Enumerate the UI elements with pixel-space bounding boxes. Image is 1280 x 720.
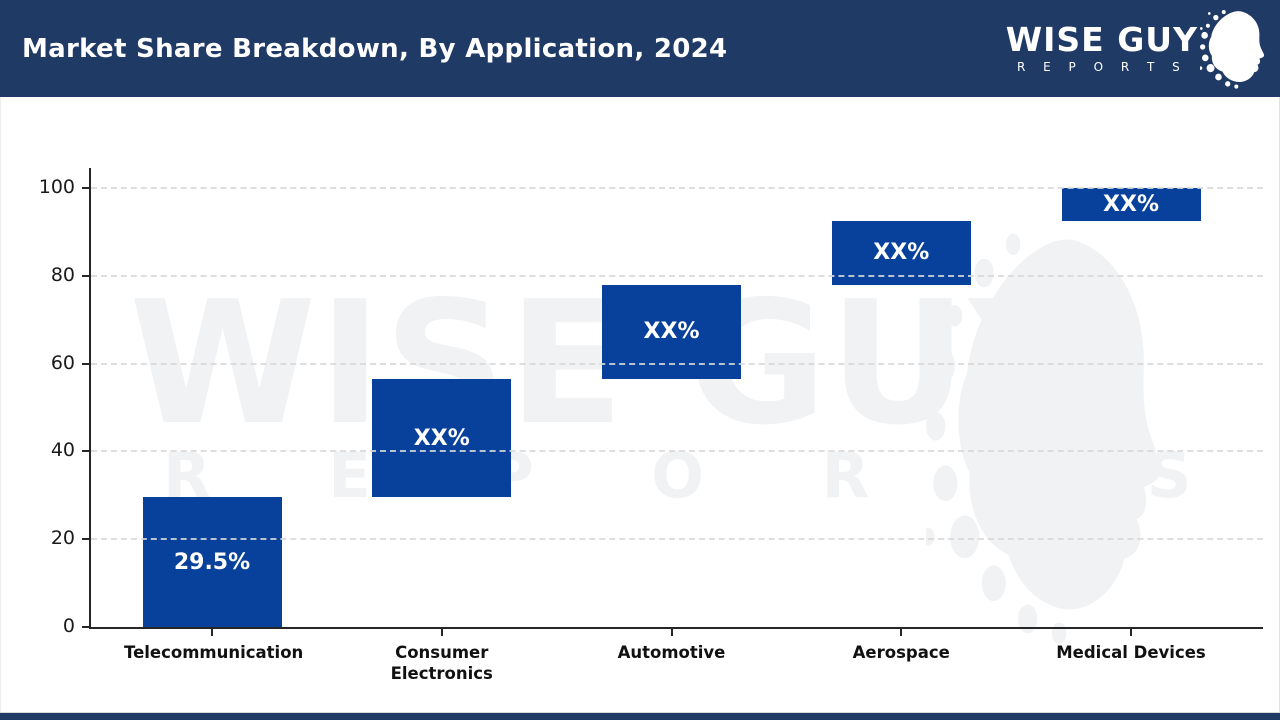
x-tick [440,629,443,636]
x-tick [670,629,673,636]
chart-panel: WISE GUY R E P O R T S 0 20 40 60 80 100 29.5%… [0,97,1280,712]
x-axis-label: Aerospace [852,643,950,662]
brand-logo-text: WISE GUY R E P O R T S [1006,23,1198,74]
bar-value-label: XX% [873,240,930,266]
brand-subtitle: R E P O R T S [1016,60,1187,74]
x-axis-label: Medical Devices [1056,643,1206,662]
y-tick [82,187,89,189]
y-tick [82,626,89,628]
y-tick-label: 100 [38,176,75,198]
x-axis-label: Automotive [617,643,726,662]
footer-bar [0,712,1280,720]
y-tick-label: 0 [62,615,75,637]
grid-line [91,538,1263,541]
x-tick [211,629,213,636]
x-tick [900,629,903,636]
bar: XX% [831,220,971,285]
bar: XX% [1061,188,1201,221]
x-tick [1130,629,1132,636]
grid-line [91,274,1263,277]
x-axis-label: Consumer Electronics [390,643,493,684]
plot-area: 0 20 40 60 80 100 29.5% Telecommunication XX% Con… [1,97,1279,712]
x-axis-label: Telecommunication [124,643,304,662]
y-axis-line [89,168,91,629]
x-axis-line [89,627,1263,629]
y-tick-label: 40 [50,439,75,462]
page-title: Market Share Breakdown, By Application, … [22,33,728,64]
bar-value-label: XX% [1103,191,1159,217]
y-tick [82,538,89,541]
y-tick-label: 60 [50,351,75,374]
bar: 29.5% [142,497,282,627]
bar-value-label: 29.5% [173,549,251,575]
bar: XX% [372,378,512,498]
bar-value-label: XX% [413,425,470,451]
y-tick [82,274,89,277]
y-tick-label: 20 [50,527,75,550]
bar-value-label: XX% [643,319,700,345]
brand-name: WISE GUY [1005,20,1198,59]
bar: XX% [602,284,741,379]
grid-line [91,187,1263,189]
header: Market Share Breakdown, By Application, … [0,0,1280,97]
y-tick [82,450,89,453]
grid-line [91,450,1263,453]
y-tick [82,362,89,365]
brand-logo: WISE GUY R E P O R T S [1006,8,1266,90]
grid-line [91,362,1263,365]
head-profile-dots-icon [1200,9,1265,89]
y-tick-label: 80 [50,263,75,286]
